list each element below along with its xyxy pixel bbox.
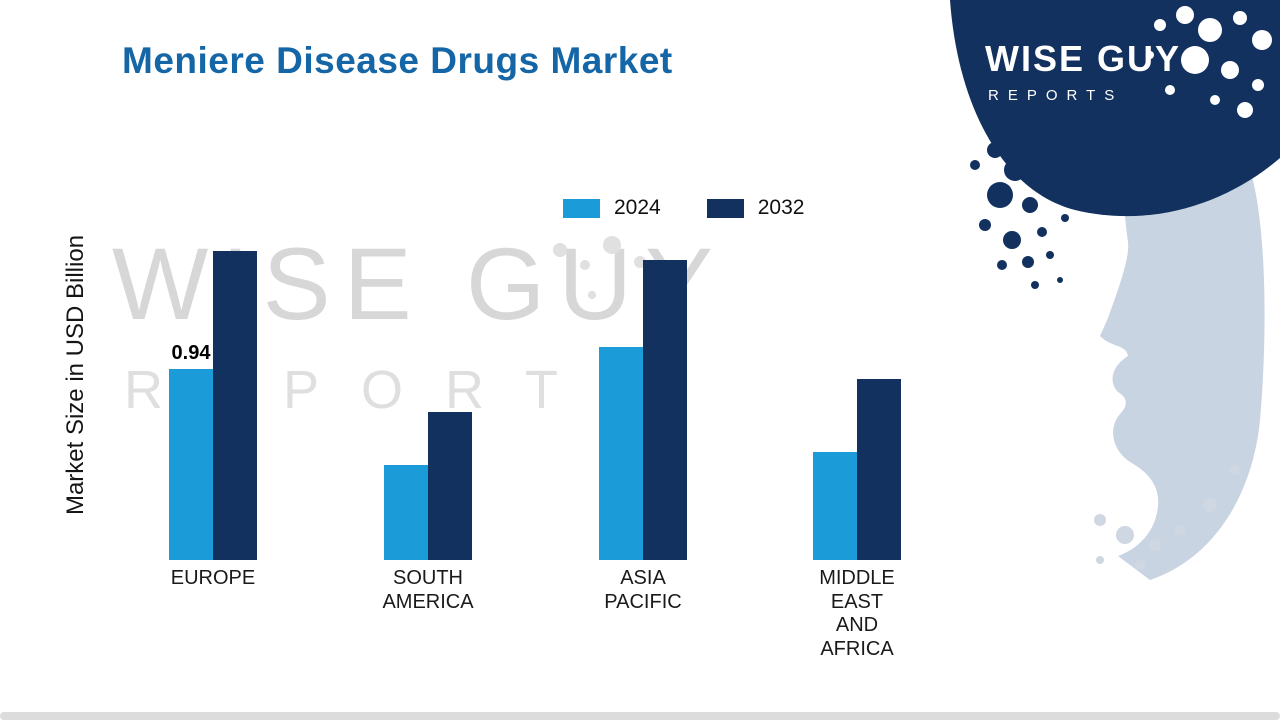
bar-chart: 0.94 EUROPE SOUTH AMERICA ASIA PACIFIC M… [0, 240, 1280, 720]
bar-2024-south-america [384, 465, 428, 560]
brand-corner-shape [950, 0, 1280, 217]
bar-pair [338, 240, 518, 560]
bar-2024-europe: 0.94 [169, 342, 213, 560]
category-label: ASIA PACIFIC [604, 567, 682, 613]
bar-pair: 0.94 [123, 240, 303, 560]
bar-pair [553, 240, 733, 560]
bar-2032-asia-pacific [643, 260, 687, 560]
bar-pair [767, 240, 947, 560]
category-label: MIDDLE EAST AND AFRICA [819, 567, 895, 660]
legend-label-2032: 2032 [757, 196, 805, 219]
bar-group: SOUTH AMERICA [338, 240, 518, 614]
bar-group: 0.94 EUROPE [123, 240, 303, 591]
bar-2032-europe [213, 251, 257, 560]
legend-swatch-2024 [563, 198, 600, 218]
bar-2024-middle-east-and-africa [813, 452, 857, 560]
category-label: SOUTH AMERICA [382, 567, 474, 613]
bar-group: MIDDLE EAST AND AFRICA [767, 240, 947, 661]
bar-2032-south-america [428, 412, 472, 560]
bottom-border [0, 712, 1280, 720]
brand-logo: WISE GUY REPORTS [985, 38, 1181, 104]
legend-swatch-2032 [706, 198, 744, 218]
legend-label-2024: 2024 [614, 196, 661, 219]
bar-group: ASIA PACIFIC [553, 240, 733, 614]
chart-legend: 2024 2032 [563, 196, 804, 220]
page-title: Meniere Disease Drugs Market [122, 40, 673, 81]
logo-wordmark: WISE GUY [985, 38, 1182, 79]
legend-item-2024: 2024 [563, 196, 661, 220]
bar-2024-asia-pacific [599, 347, 643, 560]
logo-subtext: REPORTS [988, 87, 1124, 104]
bar-2032-middle-east-and-africa [857, 379, 901, 560]
category-label: EUROPE [170, 567, 256, 589]
legend-item-2032: 2032 [706, 196, 805, 220]
bar-value-label: 0.94 [171, 342, 211, 364]
